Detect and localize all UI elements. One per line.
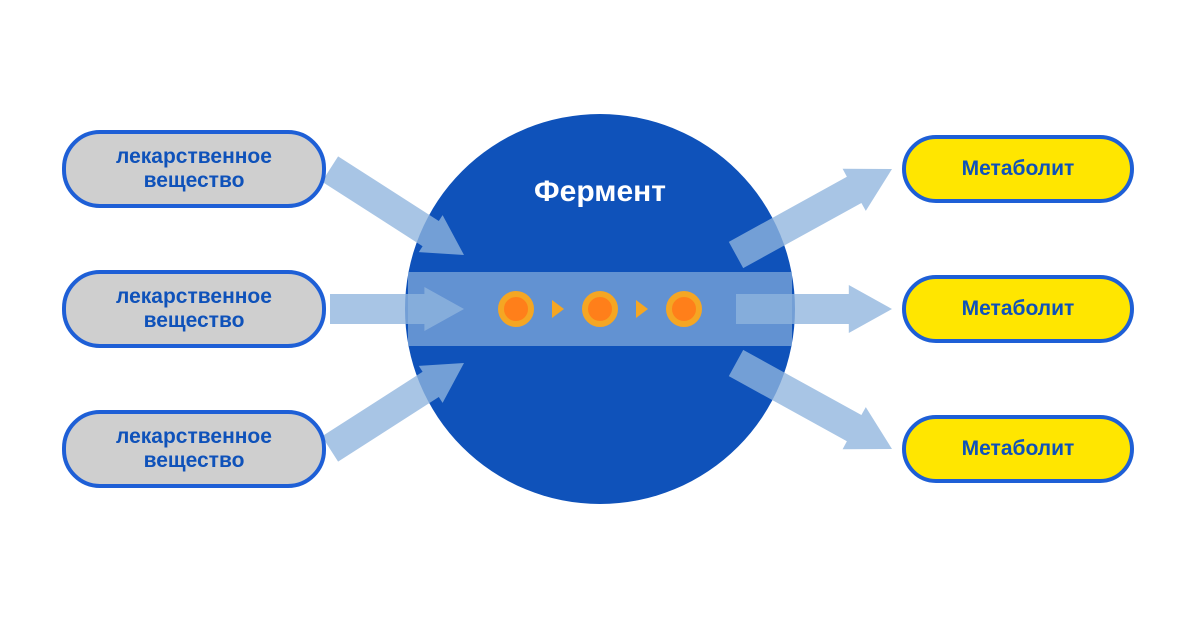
diagram-stage: { "type": "flow-infographic", "canvas": … [0, 0, 1200, 627]
output-pill-label: Метаболит [962, 297, 1075, 321]
output-pill-0: Метаболит [902, 135, 1134, 203]
input-pill-1: лекарственное вещество [62, 270, 326, 348]
reaction-dot-0 [498, 291, 534, 327]
reaction-dot-2 [666, 291, 702, 327]
input-pill-label: лекарственное вещество [116, 145, 272, 193]
input-pill-2: лекарственное вещество [62, 410, 326, 488]
output-pill-label: Метаболит [962, 437, 1075, 461]
input-pill-label: лекарственное вещество [116, 425, 272, 473]
output-pill-label: Метаболит [962, 157, 1075, 181]
reaction-mini-arrow-0 [552, 300, 564, 318]
output-pill-1: Метаболит [902, 275, 1134, 343]
enzyme-label: Фермент [480, 175, 720, 209]
reaction-dot-1 [582, 291, 618, 327]
output-pill-2: Метаболит [902, 415, 1134, 483]
input-pill-0: лекарственное вещество [62, 130, 326, 208]
reaction-mini-arrow-1 [636, 300, 648, 318]
input-pill-label: лекарственное вещество [116, 285, 272, 333]
